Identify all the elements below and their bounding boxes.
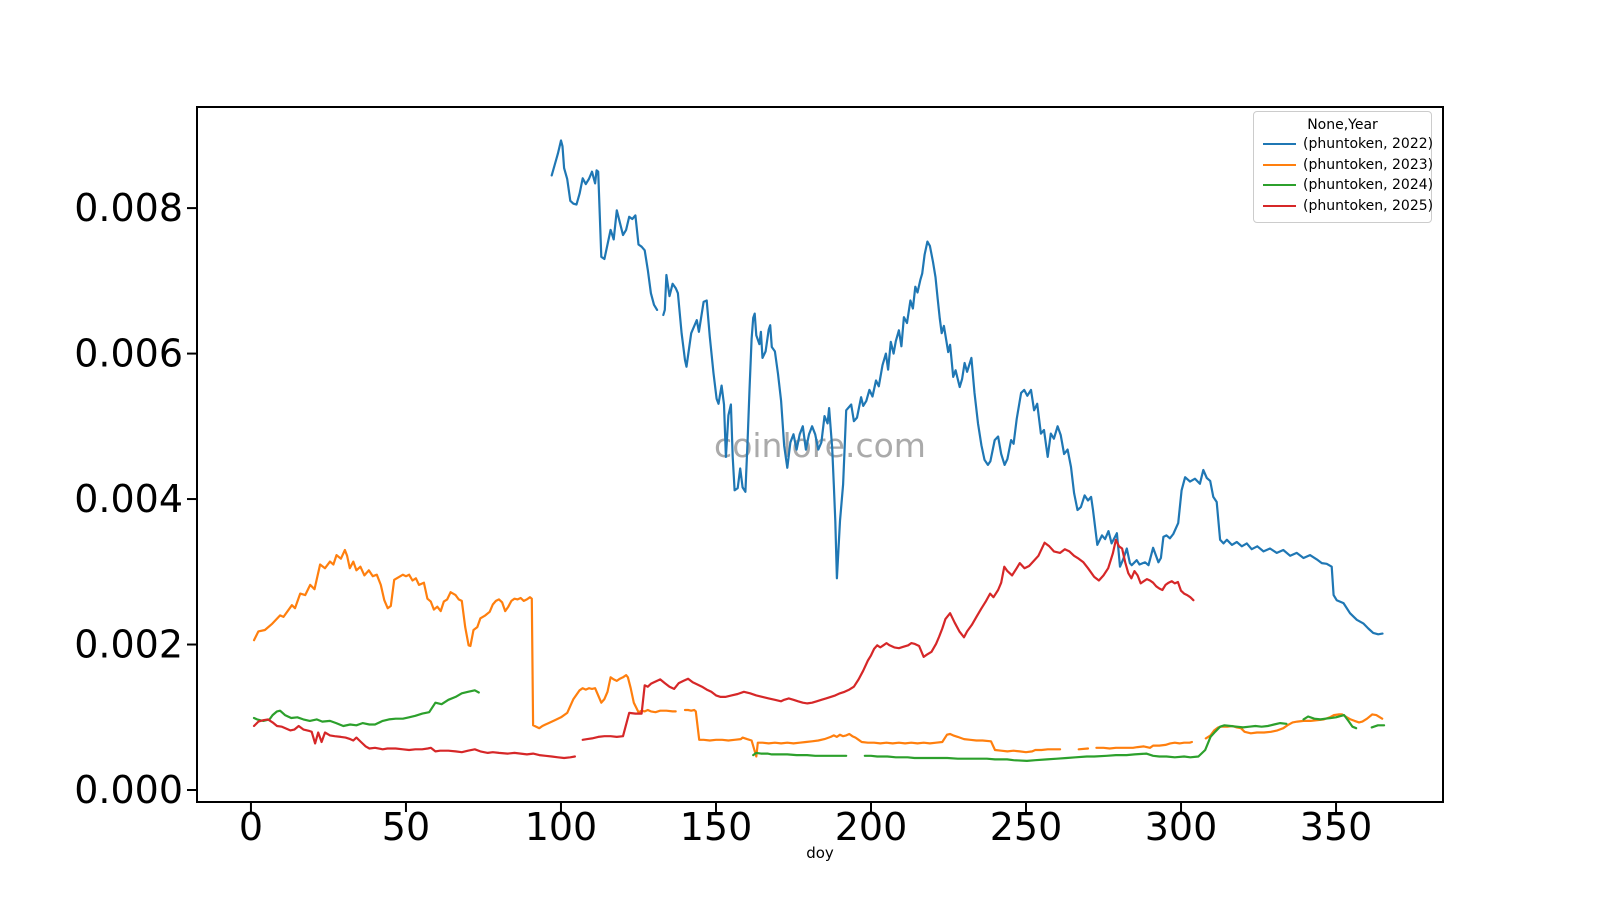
- series-line-2025: [581, 538, 1195, 741]
- legend: None,Year (phuntoken, 2022) (phuntoken, …: [1253, 111, 1434, 223]
- series-line-2023: [683, 708, 1062, 758]
- y-tick-label: 0.008: [74, 186, 183, 230]
- x-tick-label: 150: [680, 805, 753, 849]
- legend-line-swatch-2024: [1263, 184, 1296, 187]
- y-tick-label: 0.002: [74, 623, 183, 667]
- series-line-2022: [662, 240, 1384, 636]
- series-line-2024: [1370, 724, 1386, 729]
- x-tick-label: 100: [525, 805, 598, 849]
- x-tick-label: 300: [1145, 805, 1218, 849]
- series-line-2024: [252, 689, 480, 728]
- legend-line-swatch-2022: [1263, 143, 1296, 146]
- legend-entry-2024: (phuntoken, 2024): [1254, 175, 1434, 196]
- series-line-2024: [1302, 714, 1358, 730]
- legend-line-swatch-2023: [1263, 163, 1296, 166]
- series-line-2024: [752, 751, 848, 757]
- series-line-2023: [1077, 747, 1090, 751]
- legend-entry-2022: (phuntoken, 2022): [1254, 134, 1434, 155]
- y-tick-label: 0.000: [74, 768, 183, 812]
- y-tick-label: 0.004: [74, 477, 183, 521]
- x-tick-label: 250: [990, 805, 1063, 849]
- legend-label-2025: (phuntoken, 2025): [1303, 197, 1434, 214]
- series-line-2022: [550, 139, 659, 311]
- series-line-2024: [863, 722, 1288, 762]
- series-line-2023: [1095, 740, 1193, 750]
- x-tick-label: 200: [835, 805, 908, 849]
- legend-label-2024: (phuntoken, 2024): [1303, 177, 1434, 194]
- legend-line-swatch-2025: [1263, 204, 1296, 207]
- plot-border: [196, 106, 1444, 803]
- legend-title: None,Year: [1307, 117, 1378, 133]
- series-line-2023: [252, 548, 677, 730]
- legend-entry-2025: (phuntoken, 2025): [1254, 196, 1434, 217]
- x-tick-label: 350: [1300, 805, 1373, 849]
- series-line-2025: [252, 718, 576, 760]
- legend-label-2023: (phuntoken, 2023): [1303, 156, 1434, 173]
- x-tick-label: 50: [382, 805, 430, 849]
- series-group: [252, 139, 1386, 762]
- legend-entry-2023: (phuntoken, 2023): [1254, 155, 1434, 176]
- x-axis-label: doy: [806, 844, 834, 862]
- x-tick-label: 0: [239, 805, 263, 849]
- legend-label-2022: (phuntoken, 2022): [1303, 136, 1434, 153]
- y-tick-label: 0.006: [74, 332, 183, 376]
